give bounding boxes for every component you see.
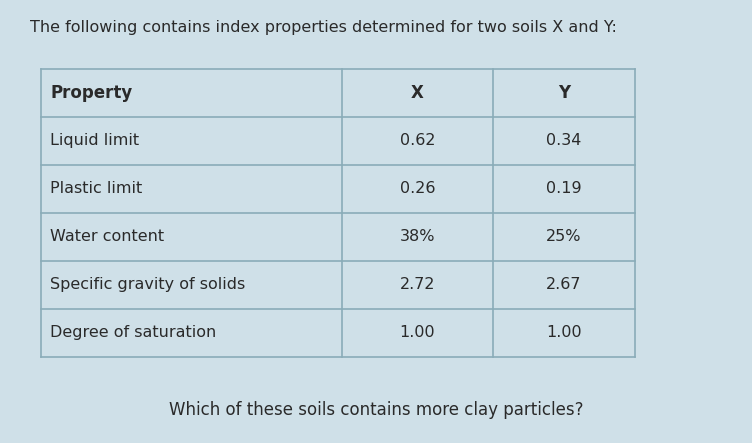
Text: 0.62: 0.62 — [399, 133, 435, 148]
Text: The following contains index properties determined for two soils X and Y:: The following contains index properties … — [30, 20, 617, 35]
Text: 2.72: 2.72 — [399, 277, 435, 292]
Text: Liquid limit: Liquid limit — [50, 133, 140, 148]
Text: 0.19: 0.19 — [546, 181, 582, 196]
Text: Which of these soils contains more clay particles?: Which of these soils contains more clay … — [168, 401, 584, 419]
Text: 0.26: 0.26 — [399, 181, 435, 196]
Text: Degree of saturation: Degree of saturation — [50, 325, 217, 340]
Text: Y: Y — [558, 84, 570, 101]
Text: 0.34: 0.34 — [546, 133, 582, 148]
Text: Water content: Water content — [50, 229, 165, 244]
Text: X: X — [411, 84, 424, 101]
Text: 1.00: 1.00 — [399, 325, 435, 340]
Text: 25%: 25% — [546, 229, 582, 244]
Text: Property: Property — [50, 84, 132, 101]
Text: 38%: 38% — [399, 229, 435, 244]
Text: 1.00: 1.00 — [546, 325, 582, 340]
Text: Specific gravity of solids: Specific gravity of solids — [50, 277, 246, 292]
Text: Plastic limit: Plastic limit — [50, 181, 143, 196]
Text: 2.67: 2.67 — [546, 277, 582, 292]
